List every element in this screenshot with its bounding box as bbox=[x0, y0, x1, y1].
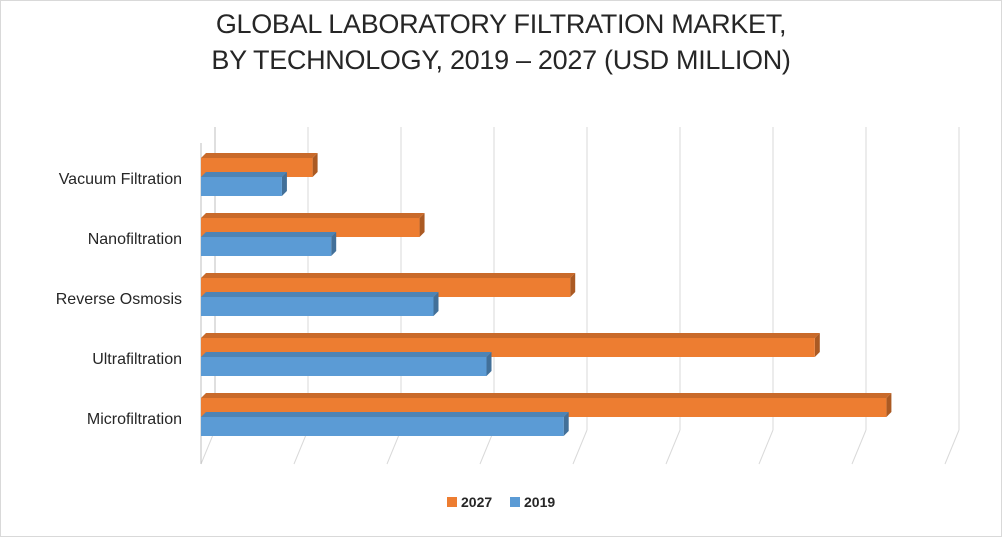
bar-top bbox=[201, 333, 820, 338]
bar-top bbox=[201, 412, 569, 417]
gridline-floor bbox=[572, 429, 588, 465]
bar-top bbox=[201, 172, 287, 177]
category-label: Ultrafiltration bbox=[92, 351, 182, 368]
category-label: Nanofiltration bbox=[88, 231, 182, 248]
category-label: Microfiltration bbox=[87, 411, 182, 428]
bar-top bbox=[201, 273, 576, 278]
chart-title-line-1: GLOBAL LABORATORY FILTRATION MARKET, bbox=[215, 9, 787, 39]
bar-side bbox=[433, 292, 439, 316]
bar-side bbox=[312, 153, 318, 177]
bar-top bbox=[201, 352, 492, 357]
legend-swatch bbox=[447, 497, 457, 507]
bar-side bbox=[886, 393, 892, 417]
legend: 2027 2019 bbox=[447, 494, 555, 510]
legend-swatch bbox=[510, 497, 520, 507]
bar-side bbox=[570, 273, 576, 297]
gridline-floor bbox=[758, 429, 774, 465]
gridline-floor bbox=[944, 429, 960, 465]
category-label: Reverse Osmosis bbox=[56, 291, 182, 308]
bar bbox=[201, 357, 487, 376]
bars bbox=[201, 153, 892, 436]
bar bbox=[201, 237, 332, 256]
bar bbox=[201, 417, 564, 436]
category-labels: Vacuum Filtration Nanofiltration Reverse O… bbox=[56, 171, 182, 428]
legend-label: 2027 bbox=[461, 494, 492, 510]
bar-top bbox=[201, 232, 337, 237]
bar bbox=[201, 177, 282, 196]
bar-top bbox=[201, 213, 425, 218]
bar-top bbox=[201, 393, 892, 398]
bar-top bbox=[201, 292, 439, 297]
bar-side bbox=[331, 232, 337, 256]
gridline-floor bbox=[665, 429, 681, 465]
bar-side bbox=[419, 213, 425, 237]
legend-label: 2019 bbox=[524, 494, 555, 510]
chart-title: GLOBAL LABORATORY FILTRATION MARKET, BY … bbox=[0, 6, 1002, 78]
bar-side bbox=[563, 412, 569, 436]
bar bbox=[201, 297, 434, 316]
bar-top bbox=[201, 153, 318, 158]
bar-side bbox=[486, 352, 492, 376]
chart-title-line-2: BY TECHNOLOGY, 2019 – 2027 (USD MILLION) bbox=[211, 45, 791, 75]
bar-side bbox=[814, 333, 820, 357]
gridline-floor bbox=[851, 429, 867, 465]
bar-side bbox=[281, 172, 287, 196]
category-label: Vacuum Filtration bbox=[59, 171, 182, 188]
